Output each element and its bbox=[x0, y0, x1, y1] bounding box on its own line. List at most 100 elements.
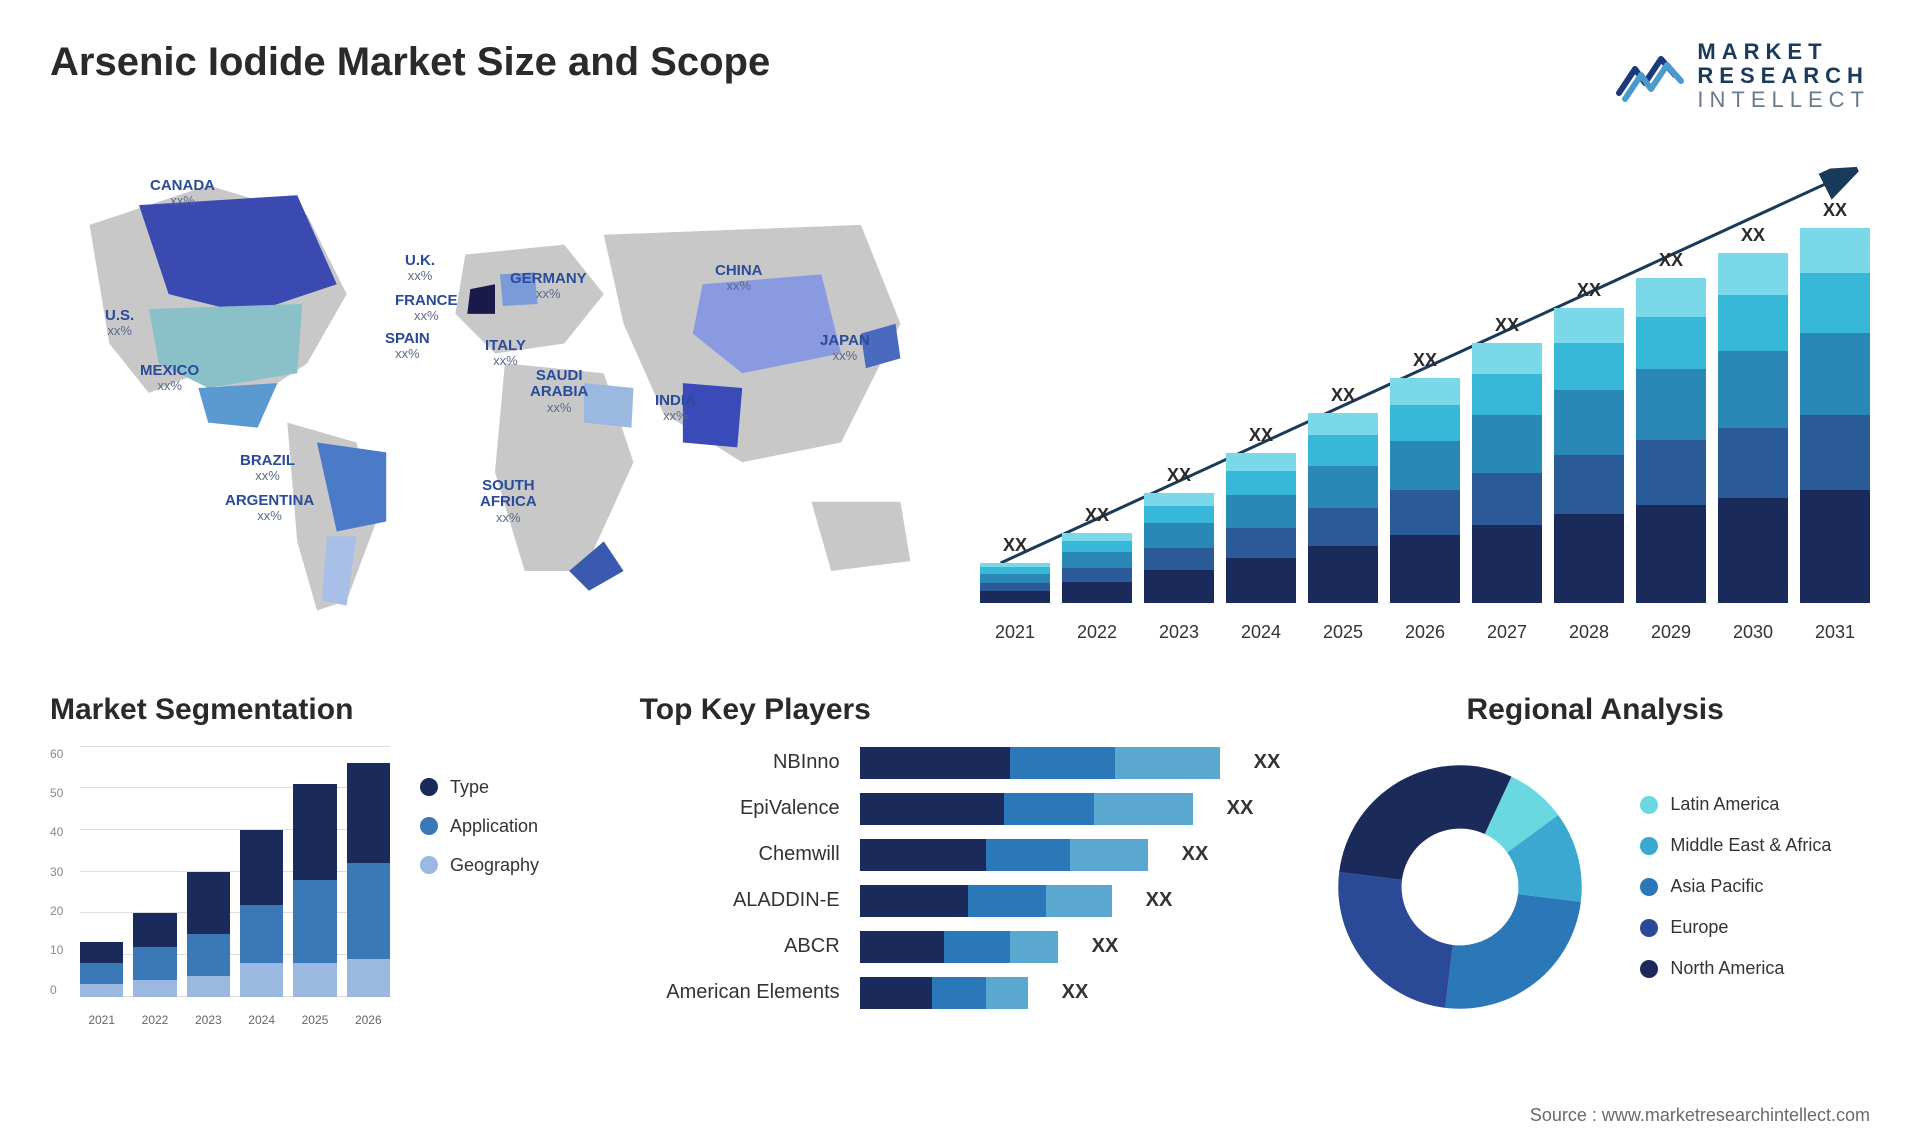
map-label: INDIAxx% bbox=[655, 393, 696, 424]
segmentation-year-label: 2021 bbox=[80, 1013, 123, 1027]
source-text: Source : www.marketresearchintellect.com bbox=[1530, 1105, 1870, 1126]
map-label: CANADAxx% bbox=[150, 178, 215, 209]
key-player-row: American ElementsXX bbox=[640, 977, 1281, 1009]
key-player-row: EpiValenceXX bbox=[640, 793, 1281, 825]
growth-bar: XX bbox=[980, 563, 1050, 603]
key-player-name: ALADDIN-E bbox=[640, 889, 840, 912]
key-player-bar bbox=[860, 747, 1220, 779]
segmentation-panel: Market Segmentation 0102030405060 202120… bbox=[50, 693, 600, 1027]
growth-bar: XX bbox=[1226, 453, 1296, 603]
regional-donut bbox=[1320, 747, 1600, 1027]
growth-bar: XX bbox=[1800, 228, 1870, 603]
growth-year-label: 2031 bbox=[1800, 622, 1870, 643]
growth-chart: XXXXXXXXXXXXXXXXXXXXXX 20212022202320242… bbox=[980, 143, 1870, 643]
legend-item: North America bbox=[1640, 958, 1831, 979]
growth-bar-label: XX bbox=[1636, 250, 1706, 271]
logo-text: MARKET RESEARCH INTELLECT bbox=[1697, 40, 1870, 113]
growth-bar: XX bbox=[1718, 253, 1788, 603]
world-map-panel: CANADAxx% U.S.xx%MEXICOxx% BRAZILxx% ARGENT… bbox=[50, 143, 940, 643]
segmentation-bar bbox=[293, 784, 336, 996]
growth-bar-label: XX bbox=[980, 535, 1050, 556]
donut-slice bbox=[1340, 765, 1512, 880]
map-label: U.K.xx% bbox=[405, 253, 435, 284]
regional-legend: Latin AmericaMiddle East & AfricaAsia Pa… bbox=[1640, 794, 1831, 979]
segmentation-year-label: 2024 bbox=[240, 1013, 283, 1027]
key-players-title: Top Key Players bbox=[640, 693, 1281, 727]
legend-item: Type bbox=[420, 777, 539, 798]
key-player-name: EpiValence bbox=[640, 797, 840, 820]
key-players-panel: Top Key Players NBInnoXXEpiValenceXXChem… bbox=[640, 693, 1281, 1027]
regional-title: Regional Analysis bbox=[1320, 693, 1870, 727]
growth-bar-label: XX bbox=[1144, 465, 1214, 486]
key-player-bar bbox=[860, 931, 1058, 963]
map-label: SAUDIARABIAxx% bbox=[530, 368, 588, 415]
growth-bar-label: XX bbox=[1800, 200, 1870, 221]
key-player-row: Chemwill XX bbox=[640, 839, 1281, 871]
segmentation-year-label: 2023 bbox=[187, 1013, 230, 1027]
growth-year-label: 2030 bbox=[1718, 622, 1788, 643]
key-player-row: ABCRXX bbox=[640, 931, 1281, 963]
map-label: ITALYxx% bbox=[485, 338, 526, 369]
segmentation-bar bbox=[187, 872, 230, 997]
brand-logo: MARKET RESEARCH INTELLECT bbox=[1615, 40, 1870, 113]
key-player-value: XX bbox=[1182, 843, 1209, 866]
growth-year-label: 2021 bbox=[980, 622, 1050, 643]
growth-bar: XX bbox=[1636, 278, 1706, 603]
segmentation-chart: 0102030405060 202120222023202420252026 bbox=[50, 747, 390, 1027]
segmentation-bar bbox=[240, 830, 283, 997]
growth-bar-label: XX bbox=[1226, 425, 1296, 446]
key-player-value: XX bbox=[1254, 751, 1281, 774]
segmentation-year-label: 2025 bbox=[293, 1013, 336, 1027]
growth-year-label: 2022 bbox=[1062, 622, 1132, 643]
bottom-row: Market Segmentation 0102030405060 202120… bbox=[50, 693, 1870, 1027]
key-player-row: ALADDIN-E XX bbox=[640, 885, 1281, 917]
map-label: GERMANYxx% bbox=[510, 271, 587, 302]
growth-bar-label: XX bbox=[1472, 315, 1542, 336]
map-label: MEXICOxx% bbox=[140, 363, 199, 394]
key-player-name: NBInno bbox=[640, 751, 840, 774]
growth-year-label: 2028 bbox=[1554, 622, 1624, 643]
segmentation-bar bbox=[80, 942, 123, 996]
legend-item: Middle East & Africa bbox=[1640, 835, 1831, 856]
legend-item: Application bbox=[420, 816, 539, 837]
key-player-name: Chemwill bbox=[640, 843, 840, 866]
growth-bar: XX bbox=[1144, 493, 1214, 603]
segmentation-legend: Type Application Geography bbox=[420, 747, 539, 1027]
logo-line-1: MARKET bbox=[1697, 40, 1870, 64]
key-player-name: ABCR bbox=[640, 935, 840, 958]
key-player-value: XX bbox=[1062, 981, 1089, 1004]
logo-line-2: RESEARCH bbox=[1697, 64, 1870, 88]
key-player-bar bbox=[860, 793, 1193, 825]
donut-slice bbox=[1339, 872, 1454, 1008]
growth-bar: XX bbox=[1390, 378, 1460, 603]
map-label: CHINAxx% bbox=[715, 263, 763, 294]
map-label: SOUTHAFRICAxx% bbox=[480, 478, 537, 525]
growth-bar: XX bbox=[1062, 533, 1132, 603]
growth-bar: XX bbox=[1308, 413, 1378, 603]
segmentation-bar bbox=[347, 763, 390, 996]
header: Arsenic Iodide Market Size and Scope MAR… bbox=[50, 40, 1870, 113]
map-label: U.S.xx% bbox=[105, 308, 134, 339]
logo-icon bbox=[1615, 49, 1685, 103]
legend-item: Geography bbox=[420, 855, 539, 876]
growth-year-label: 2025 bbox=[1308, 622, 1378, 643]
growth-year-label: 2023 bbox=[1144, 622, 1214, 643]
map-label: SPAINxx% bbox=[385, 331, 430, 362]
growth-year-label: 2027 bbox=[1472, 622, 1542, 643]
growth-bar: XX bbox=[1472, 343, 1542, 603]
regional-panel: Regional Analysis Latin AmericaMiddle Ea… bbox=[1320, 693, 1870, 1027]
growth-bar-label: XX bbox=[1062, 505, 1132, 526]
map-label: ARGENTINAxx% bbox=[225, 493, 314, 524]
key-player-row: NBInno XX bbox=[640, 747, 1281, 779]
page-title: Arsenic Iodide Market Size and Scope bbox=[50, 40, 770, 85]
map-label: FRANCExx% bbox=[395, 293, 458, 324]
growth-bar: XX bbox=[1554, 308, 1624, 603]
segmentation-year-label: 2026 bbox=[347, 1013, 390, 1027]
map-label: BRAZILxx% bbox=[240, 453, 295, 484]
growth-year-label: 2029 bbox=[1636, 622, 1706, 643]
top-row: CANADAxx% U.S.xx%MEXICOxx% BRAZILxx% ARGENT… bbox=[50, 143, 1870, 643]
legend-item: Europe bbox=[1640, 917, 1831, 938]
map-label: JAPANxx% bbox=[820, 333, 870, 364]
segmentation-title: Market Segmentation bbox=[50, 693, 600, 727]
key-player-value: XX bbox=[1146, 889, 1173, 912]
